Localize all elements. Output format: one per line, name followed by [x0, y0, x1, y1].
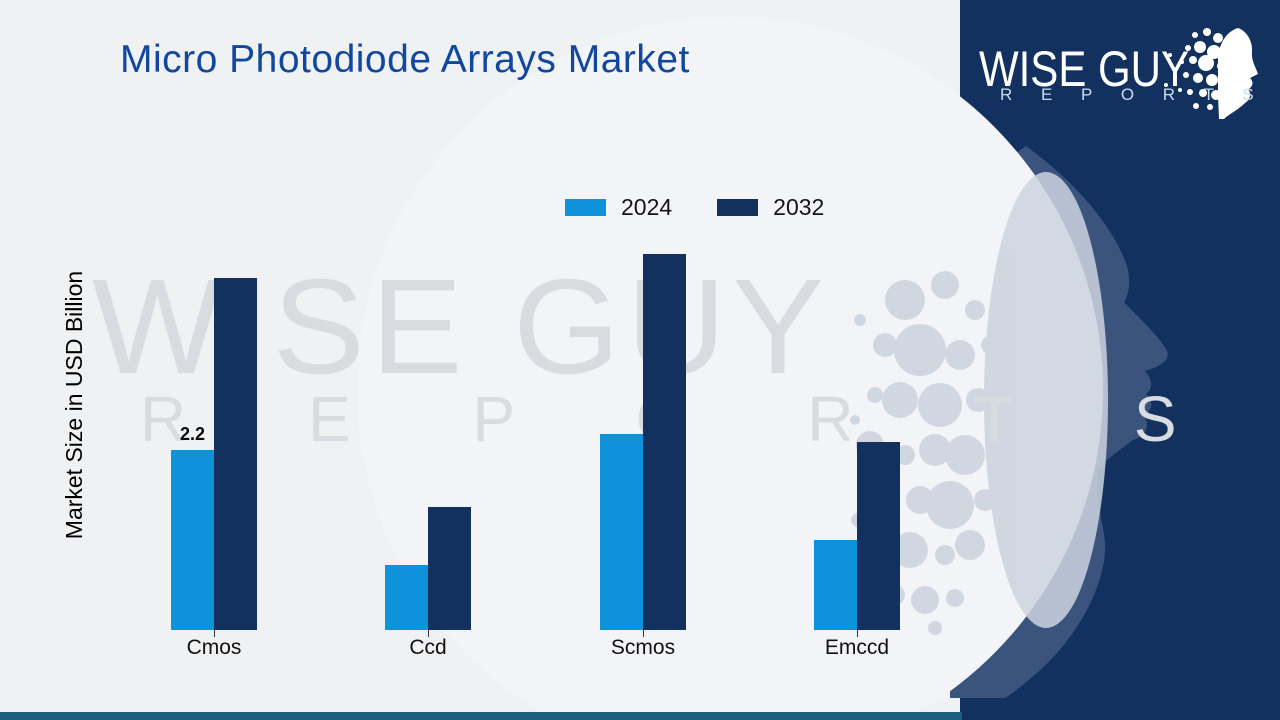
bar-value-label-cmos: 2.2: [179, 424, 206, 444]
legend: 2024 2032: [565, 194, 869, 221]
brand-logo-subtitle: R E P O R T S: [1000, 85, 1266, 104]
footer-stripe: [0, 712, 962, 720]
bar-scmos-2032: [643, 254, 686, 630]
bar-scmos-2024: [600, 434, 643, 630]
chart-title: Micro Photodiode Arrays Market: [120, 38, 690, 81]
x-tick-scmos: [643, 630, 644, 637]
x-label-ccd: Ccd: [409, 636, 447, 659]
x-label-cmos: Cmos: [186, 636, 242, 659]
y-axis-label: Market Size in USD Billion: [61, 270, 87, 540]
x-label-emccd: Emccd: [824, 636, 890, 659]
bar-cmos-2032: [214, 278, 257, 630]
x-tick-emccd: [857, 630, 858, 637]
legend-item-2024: 2024: [565, 194, 672, 221]
brand-logo-title: WISE GUY: [979, 41, 1190, 97]
bar-emccd-2032: [857, 442, 900, 630]
legend-item-2032: 2032: [717, 194, 824, 221]
bar-emccd-2024: [814, 540, 857, 630]
x-tick-ccd: [428, 630, 429, 637]
x-label-scmos: Scmos: [610, 636, 676, 659]
x-tick-cmos: [214, 630, 215, 637]
legend-label-2032: 2032: [773, 194, 825, 220]
bar-ccd-2024: [385, 565, 428, 630]
bar-cmos-2024: [171, 450, 214, 630]
bar-ccd-2032: [428, 507, 471, 630]
legend-swatch-2024: [565, 199, 606, 216]
legend-label-2024: 2024: [621, 194, 673, 220]
legend-swatch-2032: [717, 199, 759, 216]
dotted-face-watermark: [850, 172, 1108, 635]
logo-head-icon: [1164, 28, 1258, 119]
